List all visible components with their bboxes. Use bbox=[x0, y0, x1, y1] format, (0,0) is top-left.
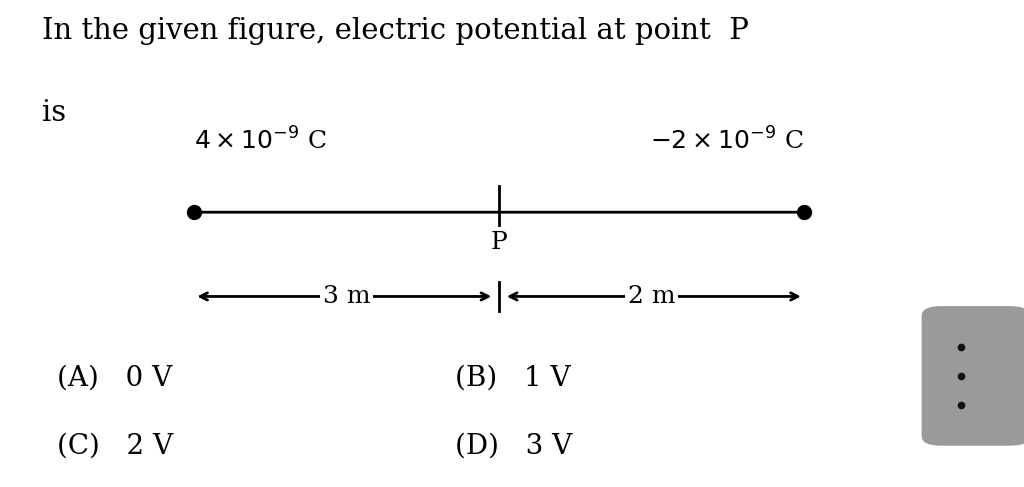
Text: (A)   0 V: (A) 0 V bbox=[56, 365, 172, 392]
Text: $-2 \times 10^{-9}$ C: $-2 \times 10^{-9}$ C bbox=[650, 127, 804, 154]
Text: $4 \times 10^{-9}$ C: $4 \times 10^{-9}$ C bbox=[195, 127, 327, 154]
Text: (D)   3 V: (D) 3 V bbox=[455, 432, 572, 459]
Text: In the given figure, electric potential at point  P: In the given figure, electric potential … bbox=[42, 17, 749, 45]
FancyBboxPatch shape bbox=[922, 306, 1024, 446]
Point bbox=[186, 208, 203, 216]
Point bbox=[796, 208, 812, 216]
Text: P: P bbox=[490, 231, 508, 255]
Text: 2 m: 2 m bbox=[628, 285, 675, 308]
Text: is: is bbox=[42, 99, 67, 127]
Text: (B)   1 V: (B) 1 V bbox=[455, 365, 570, 392]
Text: (C)   2 V: (C) 2 V bbox=[56, 432, 173, 459]
Text: 3 m: 3 m bbox=[323, 285, 371, 308]
